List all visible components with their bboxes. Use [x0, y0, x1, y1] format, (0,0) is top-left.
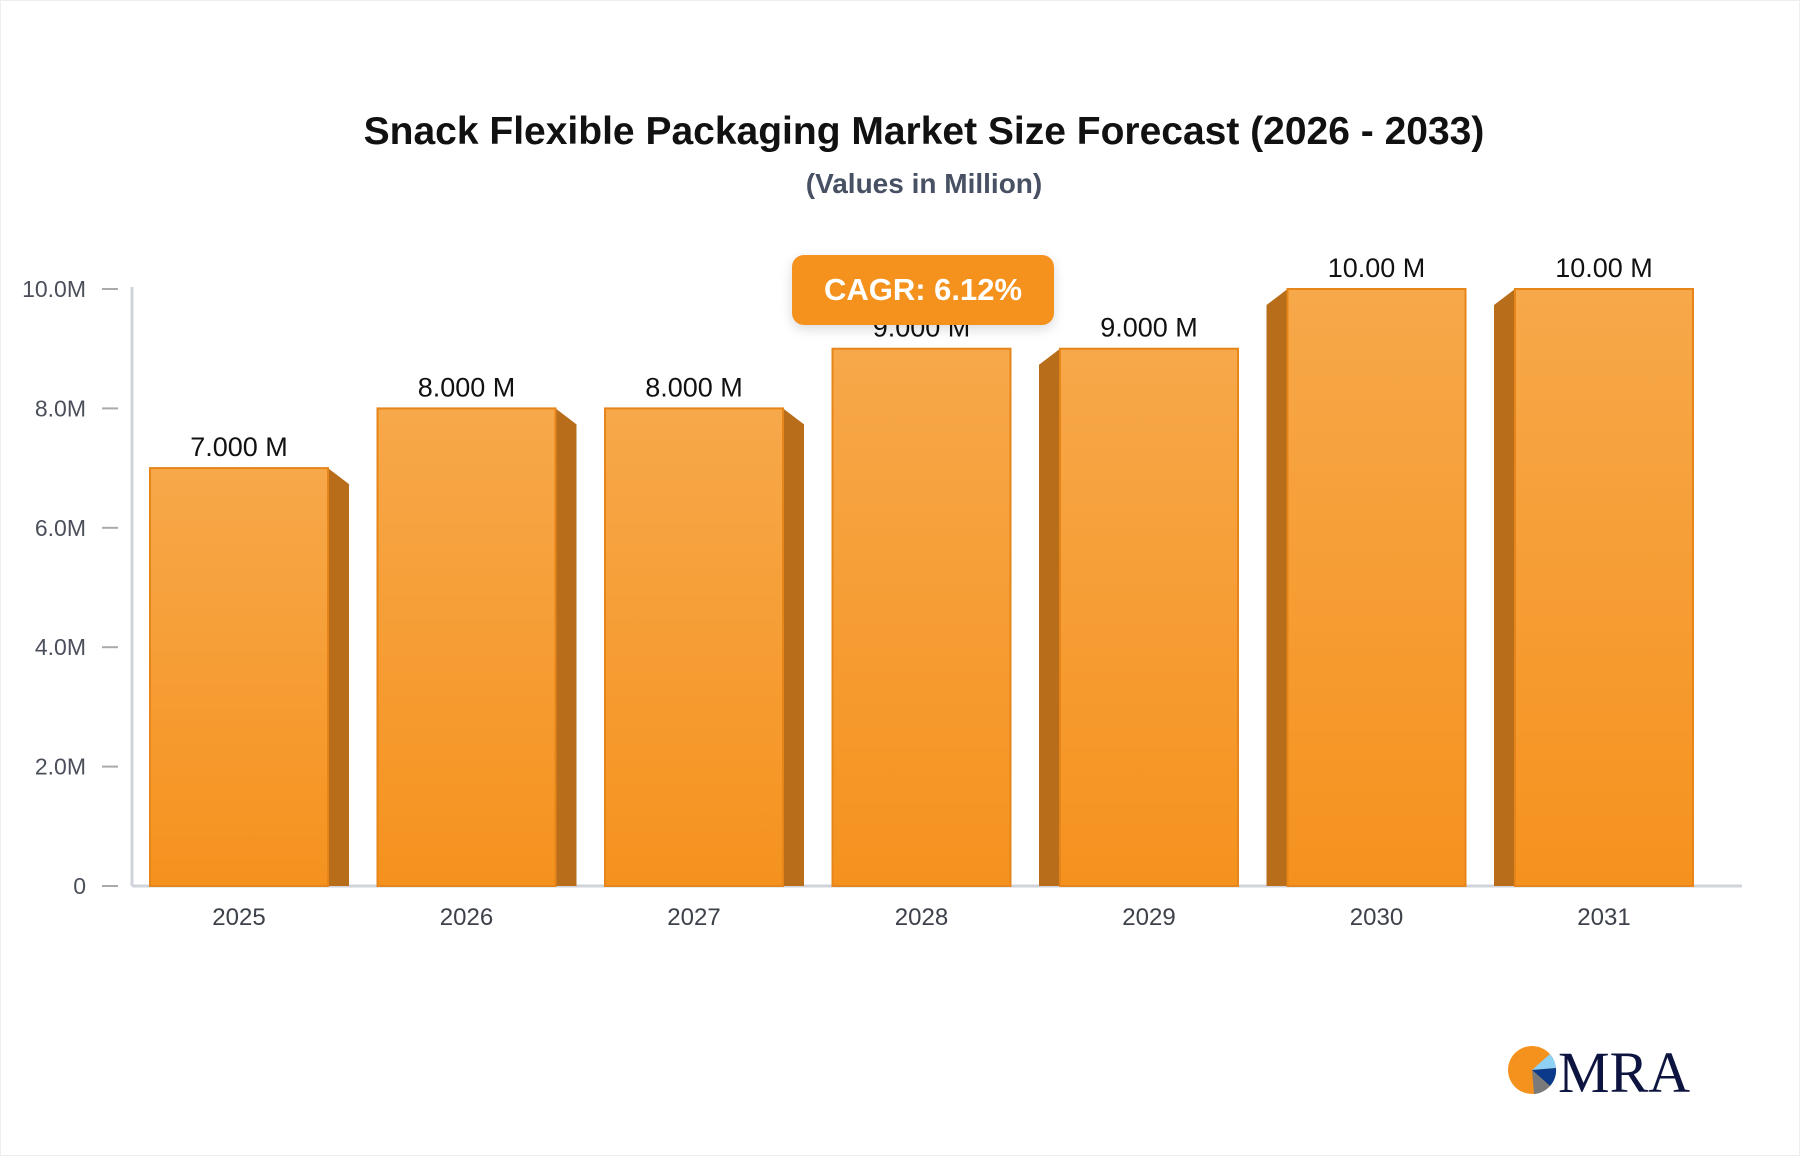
bar-side — [1494, 289, 1515, 886]
y-tick-label: 8.0M — [35, 395, 86, 421]
bar — [604, 407, 784, 887]
x-tick-label: 2028 — [895, 904, 948, 931]
cagr-badge: CAGR: 6.12% — [792, 255, 1054, 325]
svg-text:MRA: MRA — [1558, 1040, 1690, 1100]
y-tick-label: 0 — [73, 873, 86, 899]
bar-group: 7.000 M 2025 — [149, 432, 349, 931]
bar-side — [1039, 348, 1060, 886]
x-tick-label: 2030 — [1350, 904, 1403, 931]
data-label: 8.000 M — [645, 372, 743, 402]
data-label: 8.000 M — [418, 372, 516, 402]
y-tick-label: 10.0M — [22, 276, 86, 302]
chart-title: Snack Flexible Packaging Market Size For… — [363, 110, 1485, 153]
chart-subtitle: (Values in Million) — [805, 168, 1043, 199]
bar — [149, 467, 329, 887]
x-tick-label: 2029 — [1122, 904, 1175, 931]
bar-group: 8.000 M 2027 — [604, 372, 804, 931]
x-tick-label: 2026 — [440, 904, 493, 931]
bar — [1286, 288, 1467, 887]
bar-side — [1266, 289, 1288, 886]
bar — [831, 347, 1012, 887]
data-label: 10.00 M — [1555, 253, 1653, 283]
data-label: 9.000 M — [1100, 313, 1198, 343]
bar-group: 8.000 M 2026 — [376, 372, 577, 931]
bar — [1514, 288, 1694, 887]
bar-side — [783, 408, 804, 886]
x-tick-label: 2031 — [1577, 904, 1630, 931]
y-tick-label: 2.0M — [35, 754, 86, 780]
y-tick-label: 6.0M — [35, 515, 86, 541]
bar-group: 10.00 M 2030 — [1266, 253, 1467, 931]
bar-group: 9.000 M 2029 — [1039, 313, 1239, 931]
mra-logo: MRA — [1508, 1040, 1690, 1100]
bar-side — [328, 468, 349, 886]
x-tick-label: 2025 — [212, 904, 265, 931]
bar — [1059, 347, 1239, 887]
bar — [376, 407, 557, 887]
bar-side — [555, 408, 577, 886]
y-tick-label: 4.0M — [35, 634, 86, 660]
data-label: 7.000 M — [190, 432, 288, 462]
bar-group: 10.00 M 2031 — [1494, 253, 1694, 931]
data-label: 10.00 M — [1328, 253, 1426, 283]
x-tick-label: 2027 — [667, 904, 720, 931]
